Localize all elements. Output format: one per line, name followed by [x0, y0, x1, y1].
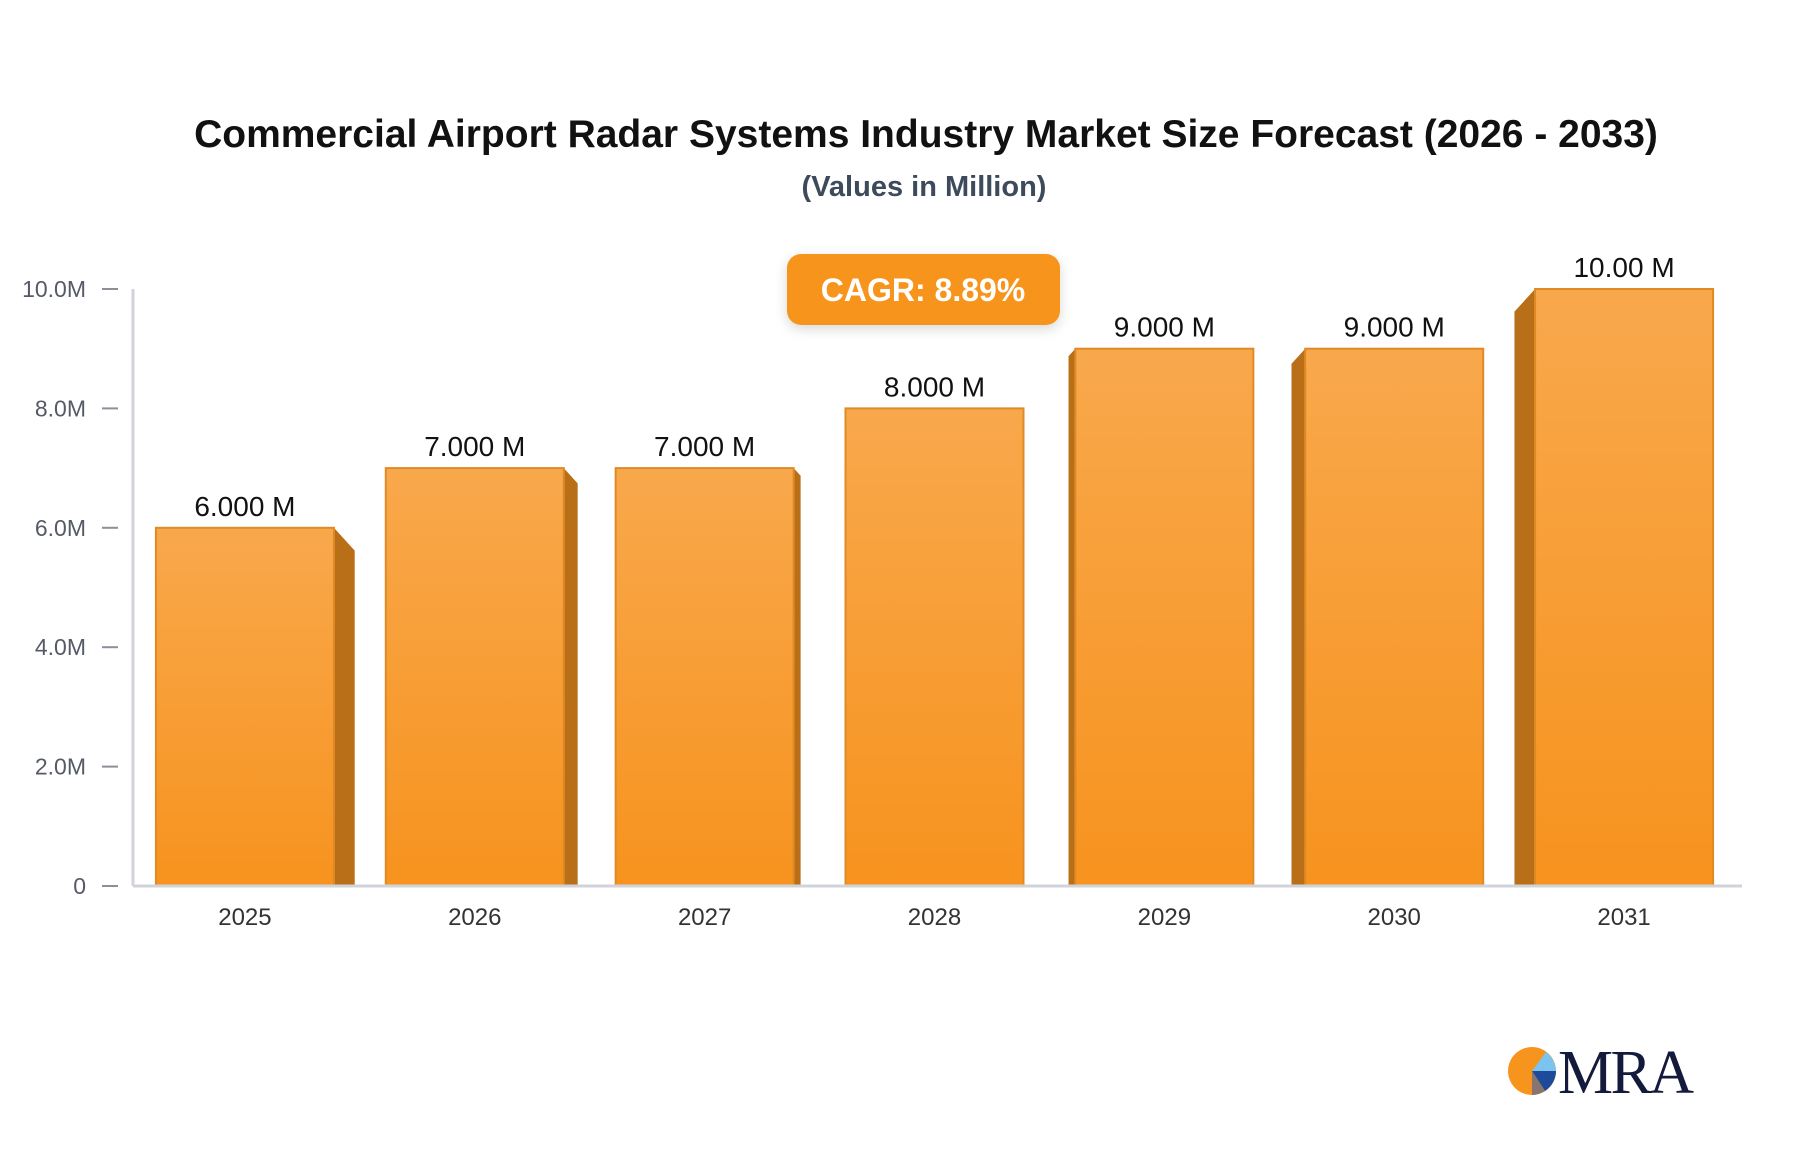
- bar-2026: 7.000 M: [384, 431, 578, 887]
- y-tick-label: 4.0M: [35, 634, 86, 660]
- chart-title: Commercial Airport Radar Systems Industr…: [194, 113, 1658, 156]
- bar-2031: 10.00 M: [1514, 252, 1715, 887]
- y-tick-label: 6.0M: [35, 515, 86, 541]
- x-tick-label: 2031: [1597, 904, 1650, 931]
- x-tick-label: 2029: [1138, 904, 1191, 931]
- bar-front: [1534, 288, 1715, 887]
- x-tick-label: 2025: [218, 904, 271, 931]
- x-tick-label: 2030: [1368, 904, 1421, 931]
- bar-2028: 8.000 M: [844, 371, 1025, 887]
- x-tick-label: 2027: [678, 904, 731, 931]
- value-label: 8.000 M: [884, 371, 985, 402]
- bar-front: [1074, 347, 1255, 887]
- value-label: 6.000 M: [194, 491, 295, 522]
- y-tick-label: 0: [73, 873, 86, 899]
- y-tick-label: 10.0M: [22, 276, 86, 302]
- bar-2025: 6.000 M: [154, 491, 355, 887]
- cagr-badge: CAGR: 8.89%: [787, 254, 1060, 325]
- bar-front: [154, 526, 335, 887]
- x-tick-label: 2026: [448, 904, 501, 931]
- bar-side: [1068, 348, 1076, 886]
- y-axis: 0 2.0M 4.0M 6.0M 8.0M 10.0M: [22, 276, 135, 899]
- value-label: 7.000 M: [424, 431, 525, 462]
- value-label: 9.000 M: [1114, 312, 1215, 343]
- bar-side: [333, 527, 355, 886]
- bar-front: [384, 467, 565, 887]
- bar-side: [1514, 289, 1536, 886]
- y-tick-label: 8.0M: [35, 395, 86, 421]
- bar-front: [844, 407, 1025, 887]
- chart-subtitle: (Values in Million): [802, 171, 1047, 203]
- cagr-label: CAGR: 8.89%: [821, 272, 1026, 308]
- y-tick-label: 2.0M: [35, 754, 86, 780]
- x-tick-label: 2028: [908, 904, 961, 931]
- bar-front: [1304, 347, 1485, 887]
- bar-side: [793, 468, 801, 886]
- value-label: 7.000 M: [654, 431, 755, 462]
- bar-side: [563, 468, 578, 886]
- logo-text: MRA: [1558, 1039, 1694, 1107]
- bars: 6.000 M 7.000 M 7.000 M 8.000 M 9.000 M 9.000…: [154, 252, 1715, 887]
- value-label: 10.00 M: [1573, 252, 1674, 283]
- bar-2030: 9.000 M: [1291, 312, 1485, 887]
- bar-2027: 7.000 M: [614, 431, 801, 887]
- bar-side: [1291, 348, 1306, 886]
- mra-logo: MRA: [1508, 1039, 1694, 1107]
- bar-2029: 9.000 M: [1068, 312, 1255, 887]
- bar-front: [614, 467, 795, 887]
- x-axis: 2025 2026 2027 2028 2029 2030 2031: [133, 884, 1742, 931]
- value-label: 9.000 M: [1344, 312, 1445, 343]
